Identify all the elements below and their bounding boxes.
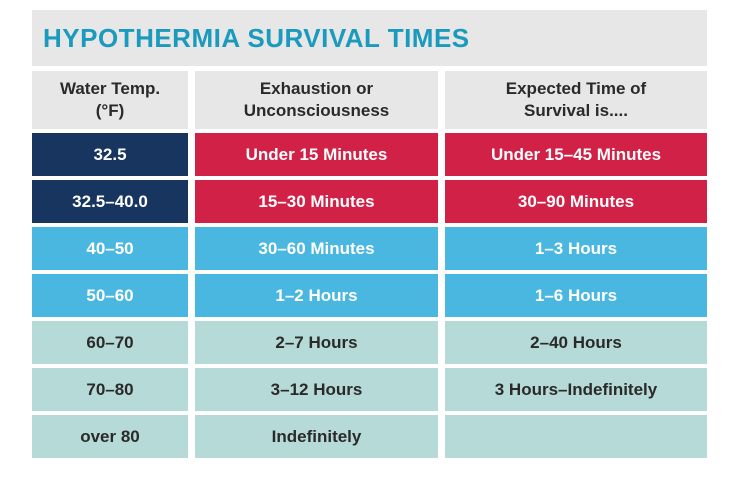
cell-survival-row6: 3 Hours–Indefinitely (445, 368, 707, 411)
cell-survival-row7-empty (445, 415, 707, 458)
cell-survival-row4: 1–6 Hours (445, 274, 707, 317)
cell-exhaustion-row4: 1–2 Hours (195, 274, 438, 317)
cell-survival-row3: 1–3 Hours (445, 227, 707, 270)
cell-temp-32-5: 32.5 (32, 133, 188, 176)
cell-survival-row5: 2–40 Hours (445, 321, 707, 364)
cell-survival-row1: Under 15–45 Minutes (445, 133, 707, 176)
header-line: Exhaustion or (259, 79, 374, 98)
header-line: (°F) (95, 101, 125, 120)
cell-exhaustion-row7: Indefinitely (195, 415, 438, 458)
cell-survival-row2: 30–90 Minutes (445, 180, 707, 223)
page-title: HYPOTHERMIA SURVIVAL TIMES (43, 22, 470, 53)
cell-temp-70-80: 70–80 (32, 368, 188, 411)
column-header-exhaustion: Exhaustion or Unconsciousness (195, 71, 438, 129)
cell-temp-60-70: 60–70 (32, 321, 188, 364)
header-line: Water Temp. (59, 79, 161, 98)
cell-exhaustion-row5: 2–7 Hours (195, 321, 438, 364)
cell-exhaustion-row3: 30–60 Minutes (195, 227, 438, 270)
survival-table: Water Temp. (°F) Exhaustion or Unconscio… (32, 71, 707, 458)
cell-temp-40-50: 40–50 (32, 227, 188, 270)
title-band: HYPOTHERMIA SURVIVAL TIMES (32, 10, 707, 66)
cell-exhaustion-row1: Under 15 Minutes (195, 133, 438, 176)
table-panel: HYPOTHERMIA SURVIVAL TIMES Water Temp. (… (32, 10, 707, 458)
header-line: Unconsciousness (243, 101, 390, 120)
column-header-survival-time: Expected Time of Survival is.... (445, 71, 707, 129)
cell-exhaustion-row2: 15–30 Minutes (195, 180, 438, 223)
cell-exhaustion-row6: 3–12 Hours (195, 368, 438, 411)
cell-temp-over-80: over 80 (32, 415, 188, 458)
column-header-water-temp: Water Temp. (°F) (32, 71, 188, 129)
header-line: Expected Time of (505, 79, 647, 98)
cell-temp-50-60: 50–60 (32, 274, 188, 317)
cell-temp-32-5-40: 32.5–40.0 (32, 180, 188, 223)
header-line: Survival is.... (524, 101, 628, 120)
